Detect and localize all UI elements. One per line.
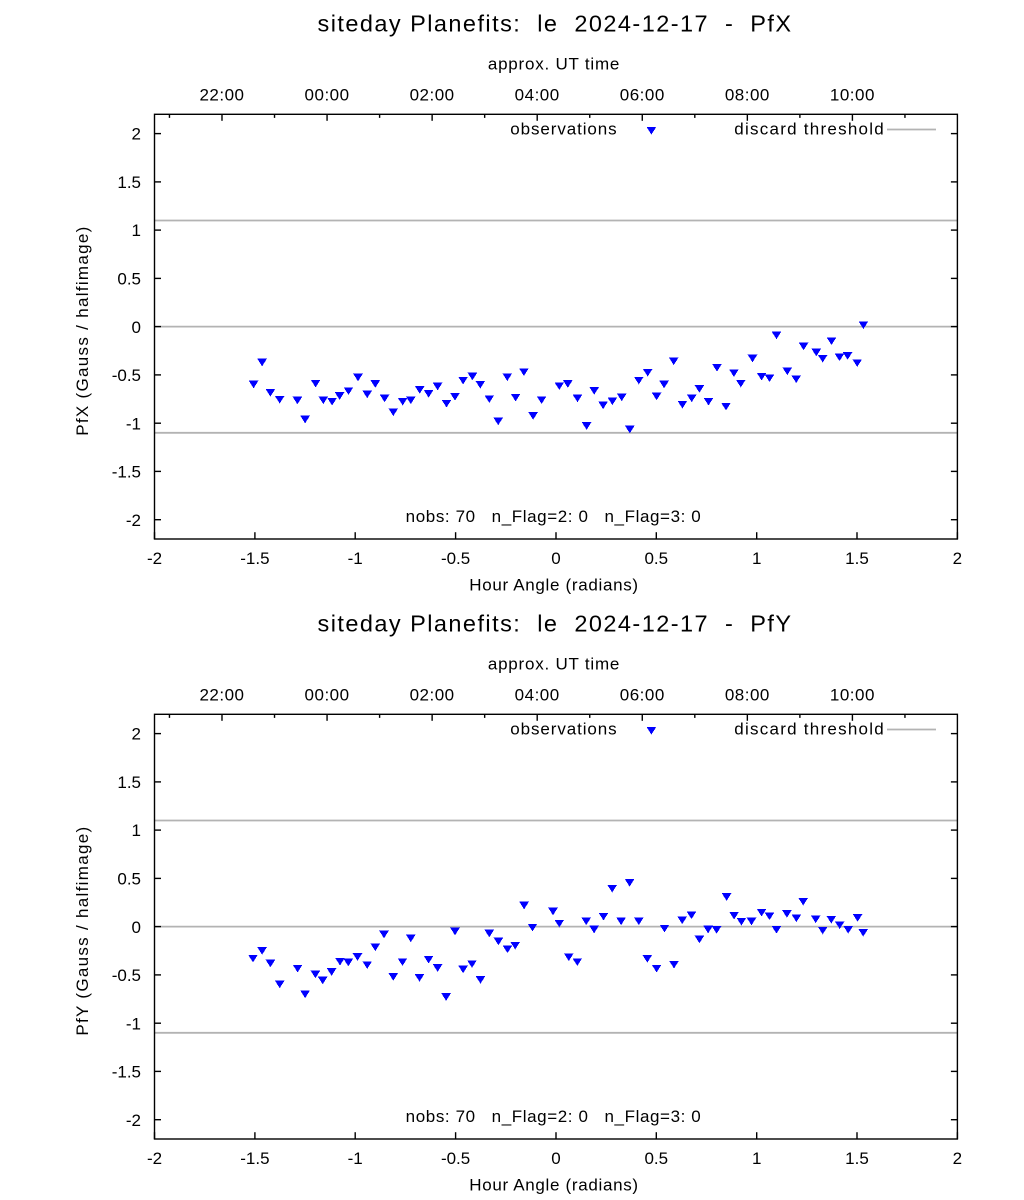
svg-text:-1: -1 <box>348 549 363 568</box>
svg-text:1.5: 1.5 <box>845 1149 869 1168</box>
svg-text:-1: -1 <box>348 1149 363 1168</box>
svg-text:1: 1 <box>132 821 141 840</box>
svg-text:02:00: 02:00 <box>410 685 455 704</box>
svg-text:discard threshold: discard threshold <box>734 720 885 739</box>
svg-text:0.5: 0.5 <box>644 1149 668 1168</box>
svg-text:-2: -2 <box>126 511 141 530</box>
svg-text:02:00: 02:00 <box>410 85 455 104</box>
svg-text:2: 2 <box>953 549 962 568</box>
svg-text:discard threshold: discard threshold <box>734 120 885 139</box>
svg-text:1: 1 <box>752 549 761 568</box>
svg-text:0.5: 0.5 <box>117 870 141 889</box>
svg-text:0.5: 0.5 <box>117 270 141 289</box>
svg-text:-1.5: -1.5 <box>112 1063 141 1082</box>
svg-text:00:00: 00:00 <box>305 85 350 104</box>
svg-text:10:00: 10:00 <box>830 685 875 704</box>
svg-text:Hour Angle (radians): Hour Angle (radians) <box>469 576 639 595</box>
svg-text:PfX (Gauss / halfimage): PfX (Gauss / halfimage) <box>73 225 92 435</box>
svg-text:-1.5: -1.5 <box>240 1149 269 1168</box>
svg-text:04:00: 04:00 <box>515 85 560 104</box>
svg-text:nobs: 70 n_Flag=2: 0 n_Fla: nobs: 70 n_Flag=2: 0 n_Flag=3: 0 <box>406 1107 702 1126</box>
svg-text:0: 0 <box>132 318 141 337</box>
svg-text:-1: -1 <box>126 414 141 433</box>
svg-text:-2: -2 <box>147 549 162 568</box>
svg-text:-2: -2 <box>147 1149 162 1168</box>
svg-text:observations: observations <box>510 720 617 739</box>
svg-text:nobs: 70 n_Flag=2: 0 n_Fla: nobs: 70 n_Flag=2: 0 n_Flag=3: 0 <box>406 507 702 526</box>
svg-text:approx. UT time: approx. UT time <box>488 655 620 674</box>
svg-text:-1: -1 <box>126 1014 141 1033</box>
svg-text:0.5: 0.5 <box>644 549 668 568</box>
svg-text:22:00: 22:00 <box>199 685 244 704</box>
svg-text:-1.5: -1.5 <box>240 549 269 568</box>
svg-text:2: 2 <box>132 125 141 144</box>
svg-text:-1.5: -1.5 <box>112 463 141 482</box>
svg-text:10:00: 10:00 <box>830 85 875 104</box>
svg-text:2: 2 <box>132 725 141 744</box>
svg-text:-0.5: -0.5 <box>441 549 470 568</box>
svg-text:06:00: 06:00 <box>620 85 665 104</box>
svg-text:PfY (Gauss / halfimage): PfY (Gauss / halfimage) <box>73 826 92 1036</box>
svg-text:1.5: 1.5 <box>117 773 141 792</box>
svg-text:2: 2 <box>953 1149 962 1168</box>
svg-text:siteday Planefits: le 2024-1: siteday Planefits: le 2024-12-17 - PfX <box>318 10 793 36</box>
svg-text:08:00: 08:00 <box>725 85 770 104</box>
svg-text:-2: -2 <box>126 1111 141 1130</box>
svg-text:Hour Angle (radians): Hour Angle (radians) <box>469 1176 639 1195</box>
svg-text:-0.5: -0.5 <box>112 966 141 985</box>
svg-text:0: 0 <box>551 1149 560 1168</box>
svg-text:06:00: 06:00 <box>620 685 665 704</box>
svg-text:-0.5: -0.5 <box>441 1149 470 1168</box>
svg-text:1: 1 <box>752 1149 761 1168</box>
svg-text:1: 1 <box>132 221 141 240</box>
svg-text:approx. UT time: approx. UT time <box>488 55 620 74</box>
svg-text:0: 0 <box>551 549 560 568</box>
svg-text:08:00: 08:00 <box>725 685 770 704</box>
svg-text:-0.5: -0.5 <box>112 366 141 385</box>
svg-text:00:00: 00:00 <box>305 685 350 704</box>
svg-text:siteday Planefits: le 2024-1: siteday Planefits: le 2024-12-17 - PfY <box>318 610 793 636</box>
svg-text:1.5: 1.5 <box>845 549 869 568</box>
svg-text:1.5: 1.5 <box>117 173 141 192</box>
svg-text:observations: observations <box>510 120 617 139</box>
svg-text:0: 0 <box>132 918 141 937</box>
svg-text:22:00: 22:00 <box>199 85 244 104</box>
svg-text:04:00: 04:00 <box>515 685 560 704</box>
